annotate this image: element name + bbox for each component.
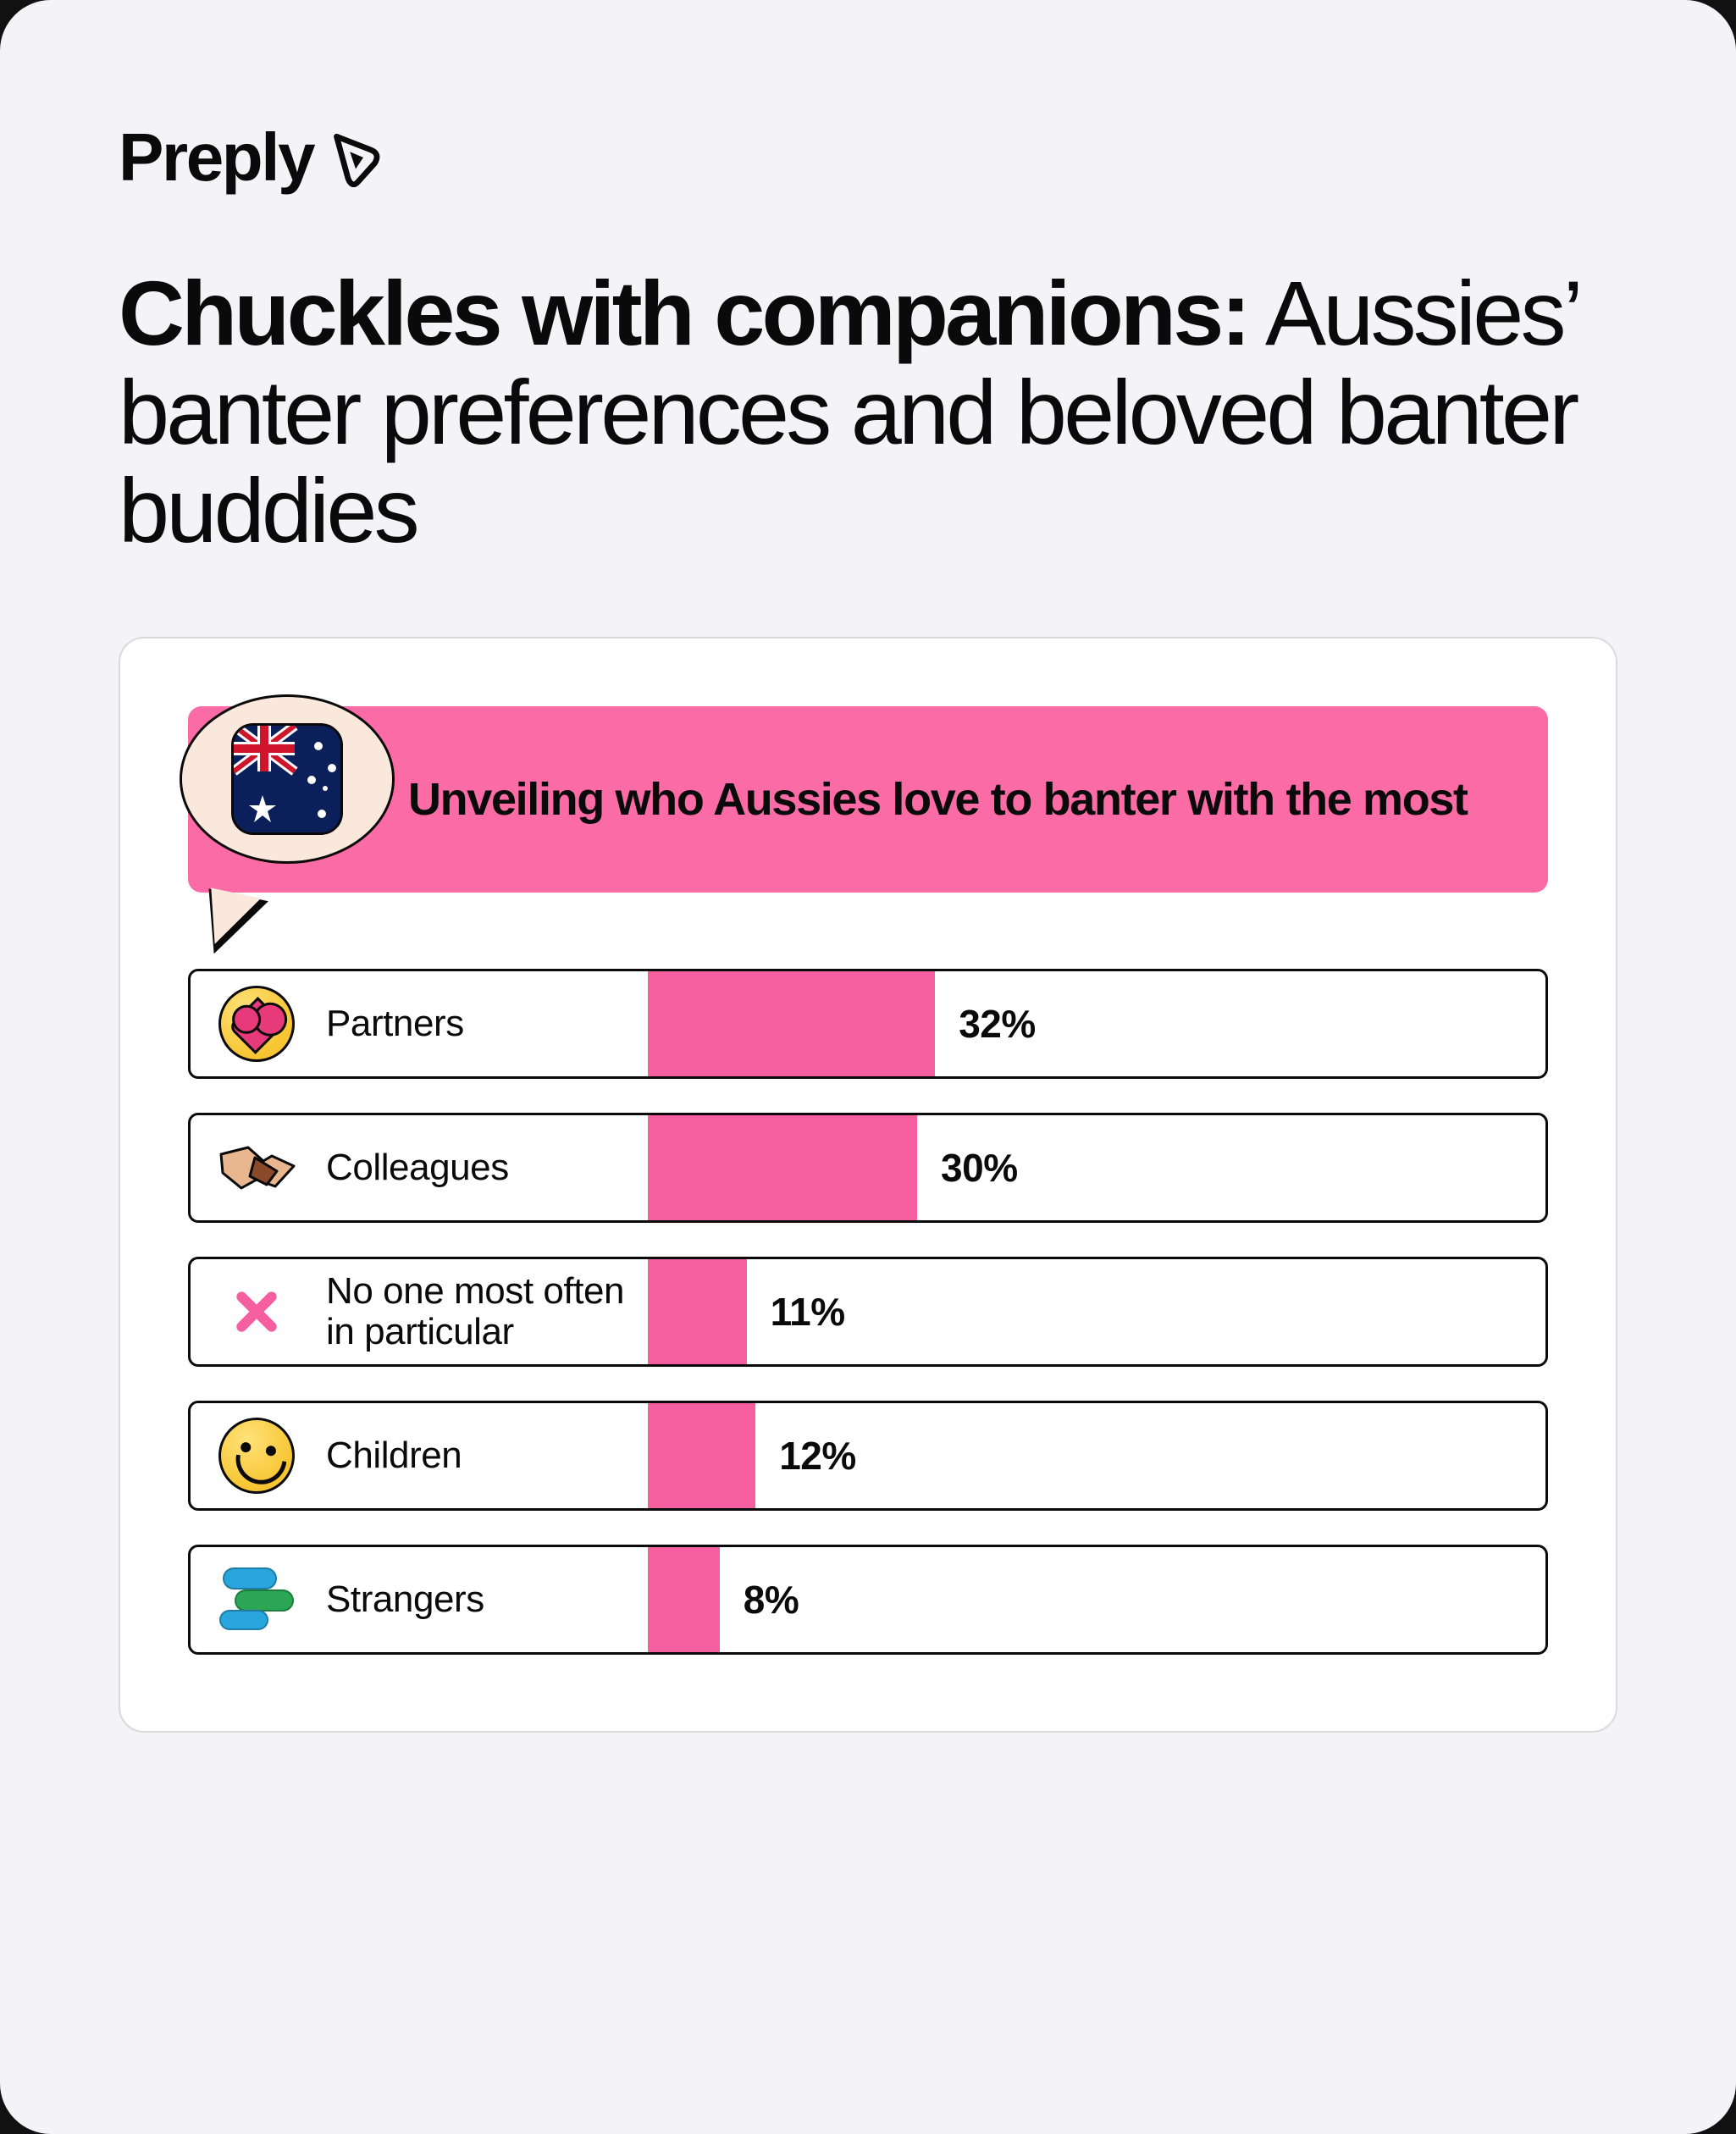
bar-row-label: Partners: [191, 971, 648, 1076]
speech-bubble-icon: [171, 694, 408, 889]
bar-value: 32%: [935, 971, 1036, 1076]
brand-logo-text: Preply: [119, 119, 313, 196]
bar-fill: [648, 1403, 755, 1508]
bar-rows: Partners 32% Colleagues: [188, 969, 1548, 1655]
infographic-frame: Preply Chuckles with companions: Aussies…: [0, 0, 1736, 2134]
bar-row-label-text: No one most often in particular: [326, 1271, 631, 1352]
bar-fill: [648, 1547, 720, 1652]
brand-logo: Preply: [119, 119, 1617, 196]
bar-area: 8%: [648, 1547, 1545, 1652]
chart-banner: Unveiling who Aussies love to banter wit…: [188, 706, 1548, 893]
bar-row-label: Children: [191, 1403, 648, 1508]
page-title: Chuckles with companions: Aussies’ bante…: [119, 264, 1617, 561]
bar-area: 32%: [648, 971, 1545, 1076]
chat-icon: [216, 1559, 297, 1640]
bar-row: Colleagues 30%: [188, 1113, 1548, 1223]
bar-row-label-text: Partners: [326, 1003, 464, 1044]
australia-flag-icon: [231, 723, 343, 835]
bar-row-label-text: Colleagues: [326, 1147, 509, 1188]
bar-fill: [648, 1259, 747, 1364]
bar-row-label: Strangers: [191, 1547, 648, 1652]
bar-area: 11%: [648, 1259, 1545, 1364]
bar-row: No one most often in particular 11%: [188, 1257, 1548, 1367]
x-icon: [216, 1271, 297, 1352]
bar-value: 11%: [747, 1259, 845, 1364]
bar-value: 30%: [917, 1115, 1018, 1220]
bar-row: Partners 32%: [188, 969, 1548, 1079]
brand-logo-icon: [325, 127, 386, 188]
bar-fill: [648, 971, 935, 1076]
bar-value: 12%: [755, 1403, 856, 1508]
page-title-bold: Chuckles with companions:: [119, 262, 1248, 364]
bar-area: 12%: [648, 1403, 1545, 1508]
bar-row: Strangers 8%: [188, 1545, 1548, 1655]
bar-row-label: Colleagues: [191, 1115, 648, 1220]
heart-coin-icon: [216, 983, 297, 1064]
chart-card: Unveiling who Aussies love to banter wit…: [119, 637, 1617, 1733]
chart-banner-text: Unveiling who Aussies love to banter wit…: [408, 773, 1468, 826]
bar-row: Children 12%: [188, 1401, 1548, 1511]
bar-row-label-text: Strangers: [326, 1579, 484, 1620]
bar-value: 8%: [720, 1547, 799, 1652]
bar-row-label-text: Children: [326, 1435, 462, 1476]
bar-row-label: No one most often in particular: [191, 1259, 648, 1364]
bar-fill: [648, 1115, 917, 1220]
bar-area: 30%: [648, 1115, 1545, 1220]
handshake-icon: [216, 1127, 297, 1208]
smile-icon: [216, 1415, 297, 1496]
